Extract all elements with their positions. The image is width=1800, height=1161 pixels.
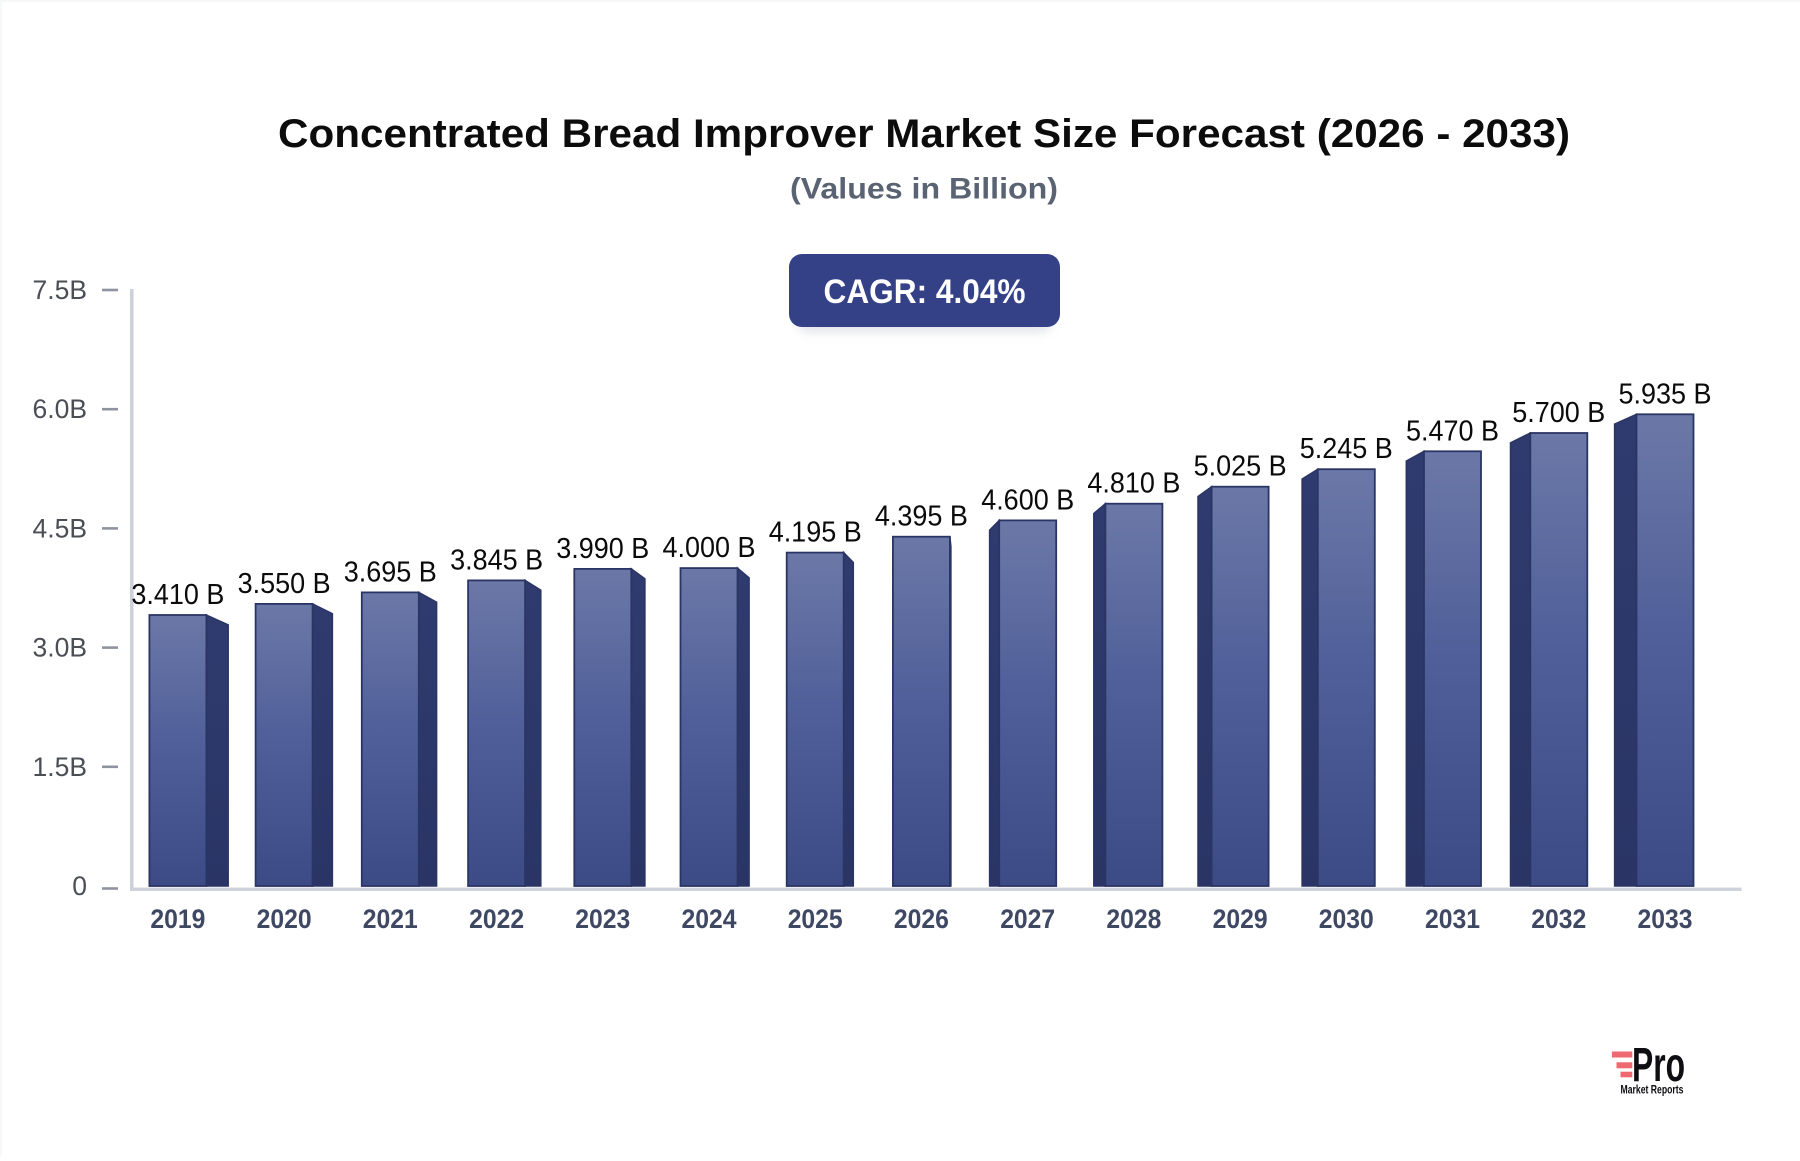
svg-text:2028: 2028 bbox=[1106, 904, 1161, 934]
svg-text:5.935 B: 5.935 B bbox=[1619, 378, 1712, 410]
svg-text:Concentrated Bread Improver Ma: Concentrated Bread Improver Market Size … bbox=[278, 112, 1570, 156]
svg-text:2033: 2033 bbox=[1638, 904, 1693, 934]
svg-text:3.695 B: 3.695 B bbox=[344, 556, 437, 588]
svg-text:4.5B: 4.5B bbox=[32, 513, 87, 543]
svg-text:5.700 B: 5.700 B bbox=[1512, 397, 1605, 429]
svg-text:5.245 B: 5.245 B bbox=[1300, 433, 1393, 465]
svg-text:2025: 2025 bbox=[788, 904, 843, 934]
svg-text:4.810 B: 4.810 B bbox=[1087, 468, 1180, 500]
svg-text:2019: 2019 bbox=[150, 904, 205, 934]
svg-text:4.195 B: 4.195 B bbox=[769, 517, 862, 549]
svg-text:2026: 2026 bbox=[894, 904, 949, 934]
svg-text:2021: 2021 bbox=[363, 904, 418, 934]
svg-text:2022: 2022 bbox=[469, 904, 524, 934]
svg-text:0: 0 bbox=[72, 871, 87, 901]
svg-text:3.0B: 3.0B bbox=[32, 633, 87, 663]
svg-text:5.470 B: 5.470 B bbox=[1406, 415, 1499, 447]
svg-text:2023: 2023 bbox=[575, 904, 630, 934]
svg-text:3.990 B: 3.990 B bbox=[556, 533, 649, 565]
svg-text:2027: 2027 bbox=[1000, 904, 1055, 934]
svg-text:4.000 B: 4.000 B bbox=[663, 532, 756, 564]
svg-text:Market Reports: Market Reports bbox=[1621, 1085, 1684, 1097]
svg-text:1.5B: 1.5B bbox=[32, 752, 87, 782]
svg-text:3.845 B: 3.845 B bbox=[450, 544, 543, 576]
svg-text:2031: 2031 bbox=[1425, 904, 1480, 934]
svg-text:Pro: Pro bbox=[1632, 1039, 1685, 1092]
svg-text:2032: 2032 bbox=[1531, 904, 1586, 934]
svg-text:4.600 B: 4.600 B bbox=[981, 484, 1074, 516]
svg-text:(Values in Billion): (Values in Billion) bbox=[790, 173, 1058, 206]
svg-text:3.410 B: 3.410 B bbox=[131, 579, 224, 611]
svg-text:CAGR: 4.04%: CAGR: 4.04% bbox=[824, 273, 1026, 311]
svg-text:5.025 B: 5.025 B bbox=[1194, 451, 1287, 483]
svg-text:2020: 2020 bbox=[257, 904, 312, 934]
svg-text:2029: 2029 bbox=[1213, 904, 1268, 934]
svg-text:7.5B: 7.5B bbox=[32, 275, 87, 305]
svg-text:6.0B: 6.0B bbox=[32, 394, 87, 424]
svg-text:3.550 B: 3.550 B bbox=[238, 568, 331, 600]
svg-text:2030: 2030 bbox=[1319, 904, 1374, 934]
svg-text:4.395 B: 4.395 B bbox=[875, 501, 968, 533]
svg-text:2024: 2024 bbox=[682, 904, 737, 934]
